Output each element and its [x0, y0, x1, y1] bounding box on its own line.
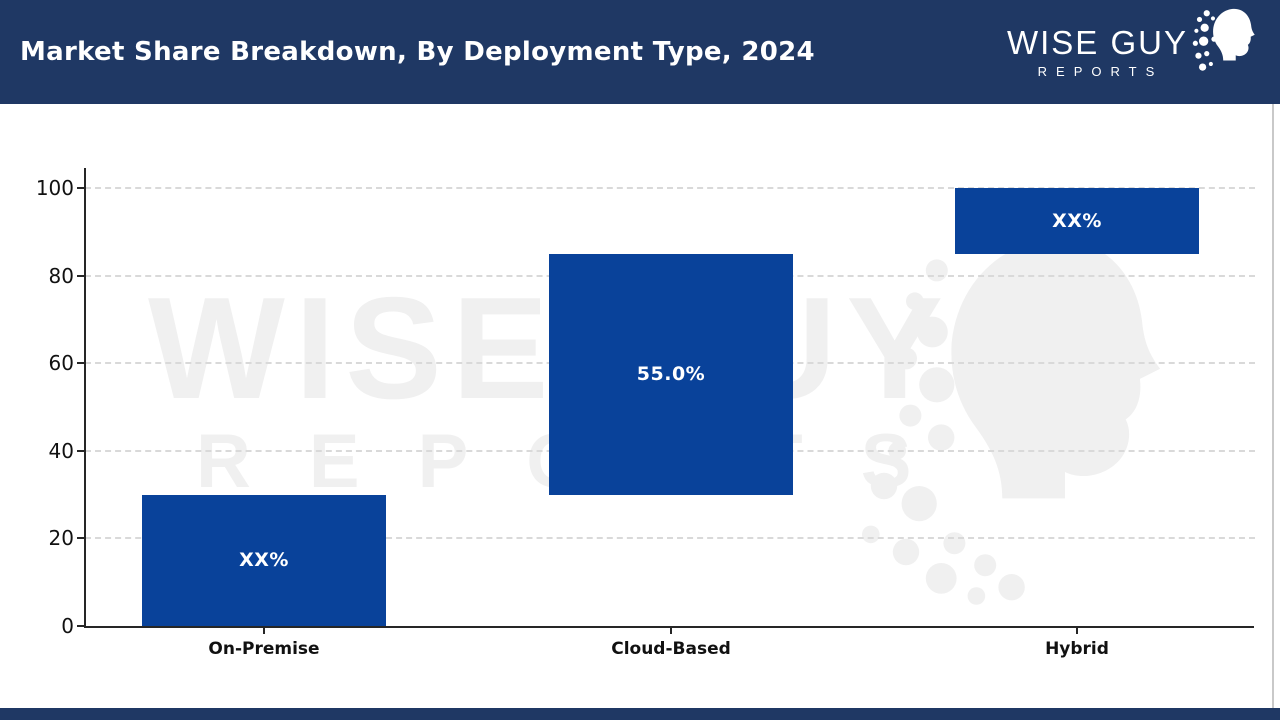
wise-guy-logo: WISE GUY REPORTS [1007, 6, 1280, 99]
bar-on-premise: XX% [142, 494, 386, 626]
logo-face-icon [1190, 6, 1268, 99]
y-tick-label: 60 [48, 351, 74, 376]
scrollbar-line[interactable] [1272, 104, 1274, 708]
x-tick-mark [263, 626, 265, 634]
header-bar: Market Share Breakdown, By Deployment Ty… [0, 0, 1280, 104]
y-tick-mark [77, 362, 85, 365]
bar-cloud-based: 55.0% [549, 253, 793, 495]
y-tick-mark [77, 537, 85, 540]
y-tick-mark [77, 187, 85, 189]
x-category-label: Cloud-Based [611, 639, 731, 659]
bar-hybrid: XX% [955, 188, 1199, 254]
bar-value-label: XX% [239, 549, 289, 572]
chart-title: Market Share Breakdown, By Deployment Ty… [20, 37, 815, 67]
x-category-label: Hybrid [1045, 639, 1109, 659]
logo-secondary-text: REPORTS [1037, 63, 1164, 79]
y-tick-label: 80 [48, 263, 74, 288]
gridline [85, 187, 1255, 189]
bar-value-label: XX% [1052, 209, 1102, 232]
watermark-primary-text: WISE GUY [148, 267, 943, 429]
logo-primary-text: WISE GUY [1006, 23, 1188, 61]
y-tick-mark [77, 625, 85, 627]
y-tick-label: 40 [48, 438, 74, 463]
logo-text: WISE GUY REPORTS [1007, 26, 1188, 79]
x-tick-mark [1076, 626, 1078, 634]
gridline [85, 537, 1255, 540]
y-tick-mark [77, 449, 85, 452]
footer-bar [0, 708, 1280, 720]
x-category-label: On-Premise [208, 639, 320, 659]
y-tick-mark [77, 274, 85, 277]
y-tick-label: 100 [35, 176, 74, 200]
watermark-face-icon [840, 222, 1170, 622]
y-axis-spine [84, 168, 86, 628]
bar-value-label: 55.0% [636, 363, 706, 386]
x-axis-spine [84, 626, 1254, 628]
y-tick-label: 20 [48, 526, 74, 551]
x-tick-mark [670, 626, 672, 634]
y-tick-label: 0 [61, 614, 74, 638]
